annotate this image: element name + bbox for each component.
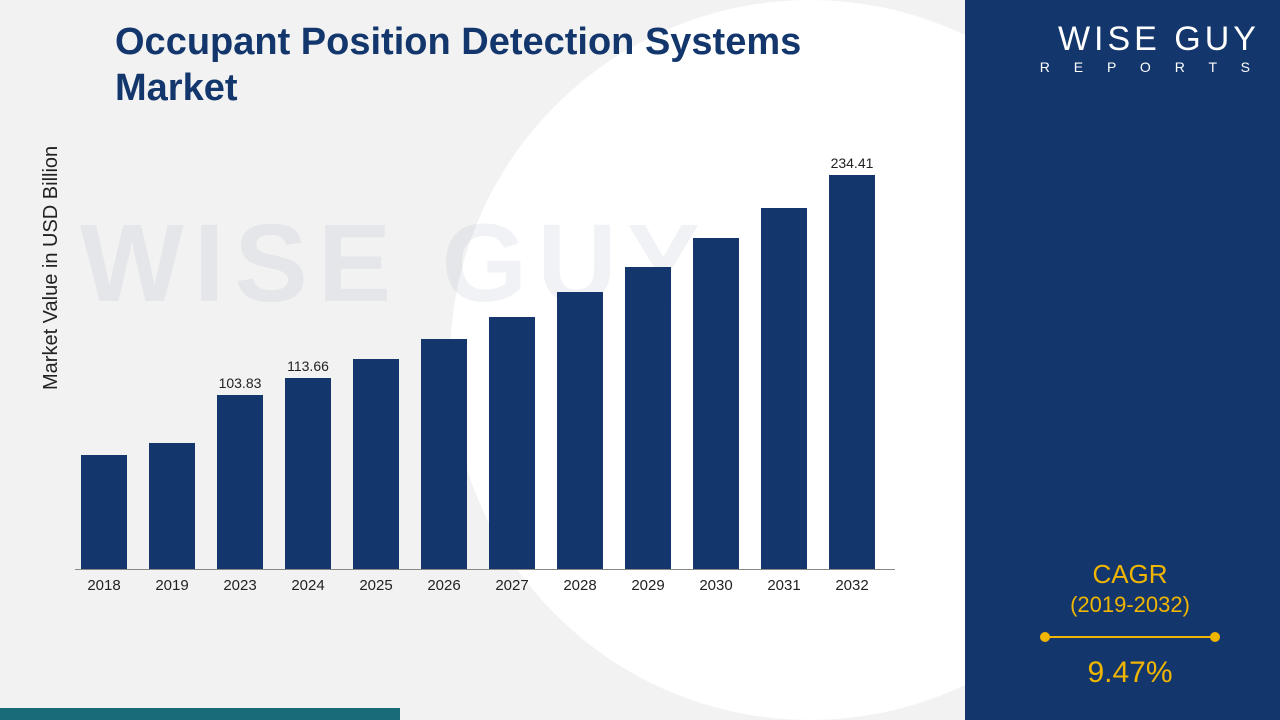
cagr-period: (2019-2032) <box>1020 592 1240 618</box>
x-tick-label: 2019 <box>138 577 206 594</box>
bar-value-label: 103.83 <box>206 375 274 391</box>
x-tick-label: 2018 <box>70 577 138 594</box>
y-axis-label: Market Value in USD Billion <box>40 146 63 390</box>
x-tick-label: 2024 <box>274 577 342 594</box>
brand-logo: WISE GUY R E P O R T S <box>1000 20 1260 75</box>
x-tick-label: 2030 <box>682 577 750 594</box>
bar <box>693 238 739 569</box>
bottom-accent-bar <box>0 708 400 720</box>
bar <box>421 339 467 569</box>
bar <box>285 378 331 569</box>
cagr-label: CAGR <box>1020 559 1240 590</box>
bar <box>761 208 807 569</box>
bar <box>557 292 603 569</box>
bar-value-label: 234.41 <box>818 155 886 171</box>
x-tick-label: 2032 <box>818 577 886 594</box>
bar-chart: 103.83113.66234.41 201820192023202420252… <box>75 150 895 600</box>
x-tick-label: 2025 <box>342 577 410 594</box>
chart-title: Occupant Position Detection Systems Mark… <box>115 20 815 111</box>
bar <box>149 443 195 569</box>
logo-sub: R E P O R T S <box>1000 59 1260 75</box>
x-tick-label: 2028 <box>546 577 614 594</box>
x-tick-label: 2027 <box>478 577 546 594</box>
bar <box>489 317 535 569</box>
bar <box>217 395 263 569</box>
cagr-divider <box>1045 636 1215 638</box>
bar-value-label: 113.66 <box>274 358 342 374</box>
bar <box>625 267 671 569</box>
bar <box>353 359 399 569</box>
infographic-canvas: WISE GUY Occupant Position Detection Sys… <box>0 0 1280 720</box>
logo-main: WISE GUY <box>1000 20 1260 59</box>
cagr-box: CAGR (2019-2032) 9.47% <box>1020 559 1240 690</box>
x-tick-label: 2029 <box>614 577 682 594</box>
x-tick-label: 2023 <box>206 577 274 594</box>
cagr-value: 9.47% <box>1020 656 1240 690</box>
bar <box>829 175 875 569</box>
x-tick-label: 2026 <box>410 577 478 594</box>
x-tick-label: 2031 <box>750 577 818 594</box>
plot-area: 103.83113.66 234.41 <box>75 150 895 570</box>
bar <box>81 455 127 569</box>
